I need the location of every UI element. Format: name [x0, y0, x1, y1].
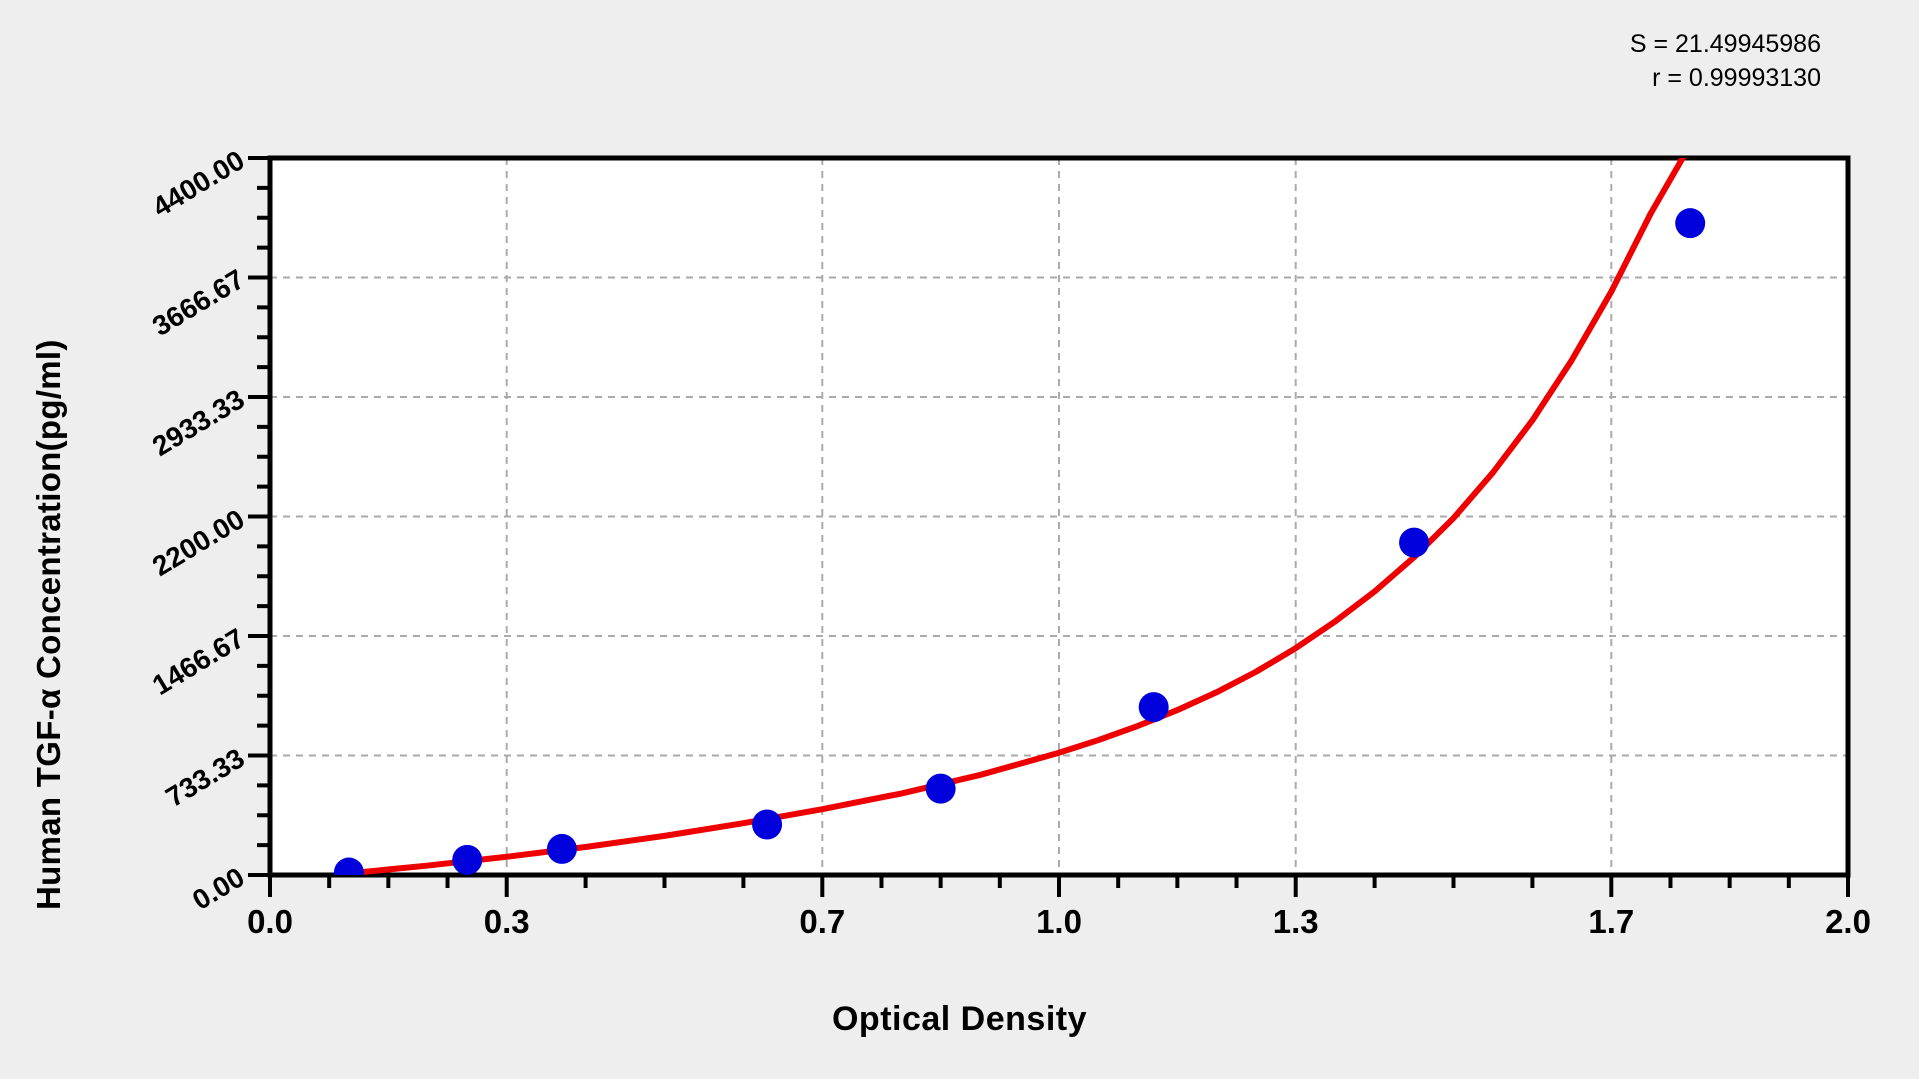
data-point [333, 857, 364, 875]
data-point [452, 844, 483, 875]
data-point [1138, 692, 1169, 723]
data-point [546, 833, 577, 864]
data-point [752, 809, 783, 840]
x-tick-label: 0.7 [799, 903, 846, 940]
x-tick-label: 0.0 [247, 903, 293, 940]
axis-frame [267, 155, 1851, 878]
data-point [1675, 208, 1706, 239]
major-tick-marks [248, 156, 1850, 897]
x-tick-label: 1.3 [1272, 903, 1319, 940]
fit-curve [345, 158, 1687, 875]
data-point-markers [333, 208, 1706, 875]
data-point [925, 773, 956, 804]
x-tick-label: 0.3 [483, 903, 530, 940]
data-point [1399, 527, 1430, 558]
s-value-annotation: S = 21.49945986 [1629, 30, 1821, 58]
x-axis-title: Optical Density [831, 1000, 1087, 1038]
y-axis-title: Human TGF-α Concentration(pg/ml) [30, 339, 67, 910]
x-tick-label: 1.7 [1588, 903, 1635, 940]
x-tick-label: 1.0 [1036, 903, 1082, 940]
r-value-annotation: r = 0.99993130 [1652, 64, 1821, 92]
x-tick-label: 2.0 [1825, 903, 1871, 940]
